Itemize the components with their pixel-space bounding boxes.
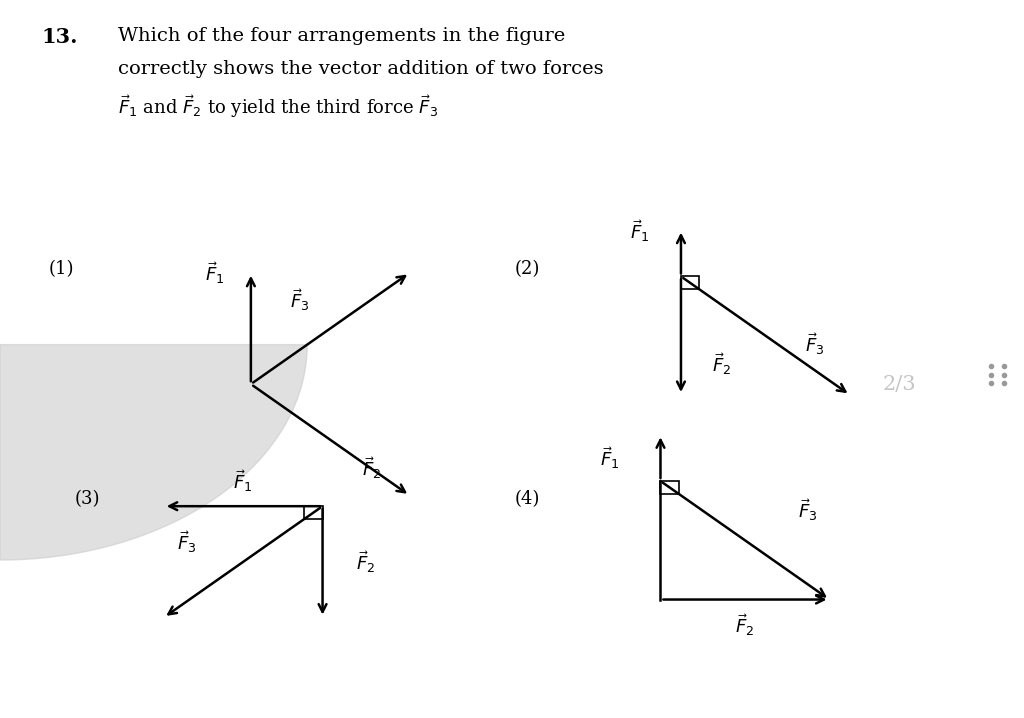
Text: $\vec{F}_1$: $\vec{F}_1$ xyxy=(233,468,253,494)
Text: (2): (2) xyxy=(515,260,540,279)
Text: (1): (1) xyxy=(49,260,74,279)
Text: $\vec{F}_1$: $\vec{F}_1$ xyxy=(600,445,618,471)
Text: Which of the four arrangements in the figure: Which of the four arrangements in the fi… xyxy=(118,27,565,45)
Text: $\vec{F}_3$: $\vec{F}_3$ xyxy=(798,498,818,523)
Text: (4): (4) xyxy=(515,490,540,508)
Text: $\vec{F}_1$ and $\vec{F}_2$ to yield the third force $\vec{F}_3$: $\vec{F}_1$ and $\vec{F}_2$ to yield the… xyxy=(118,93,438,120)
Text: (3): (3) xyxy=(75,490,99,508)
Text: $\vec{F}_2$: $\vec{F}_2$ xyxy=(361,455,381,482)
Text: correctly shows the vector addition of two forces: correctly shows the vector addition of t… xyxy=(118,60,603,78)
Text: $\vec{F}_2$: $\vec{F}_2$ xyxy=(356,549,375,575)
Text: $\vec{F}_1$: $\vec{F}_1$ xyxy=(631,218,649,245)
Polygon shape xyxy=(0,345,307,560)
Text: $\vec{F}_3$: $\vec{F}_3$ xyxy=(177,528,197,555)
Text: $\vec{F}_2$: $\vec{F}_2$ xyxy=(735,612,755,638)
Text: $\vec{F}_3$: $\vec{F}_3$ xyxy=(290,286,309,313)
Text: 2/3: 2/3 xyxy=(883,375,916,393)
Text: $\vec{F}_3$: $\vec{F}_3$ xyxy=(805,331,824,357)
Text: $\vec{F}_2$: $\vec{F}_2$ xyxy=(713,351,731,378)
Text: 13.: 13. xyxy=(41,27,78,47)
Text: $\vec{F}_1$: $\vec{F}_1$ xyxy=(206,260,224,286)
